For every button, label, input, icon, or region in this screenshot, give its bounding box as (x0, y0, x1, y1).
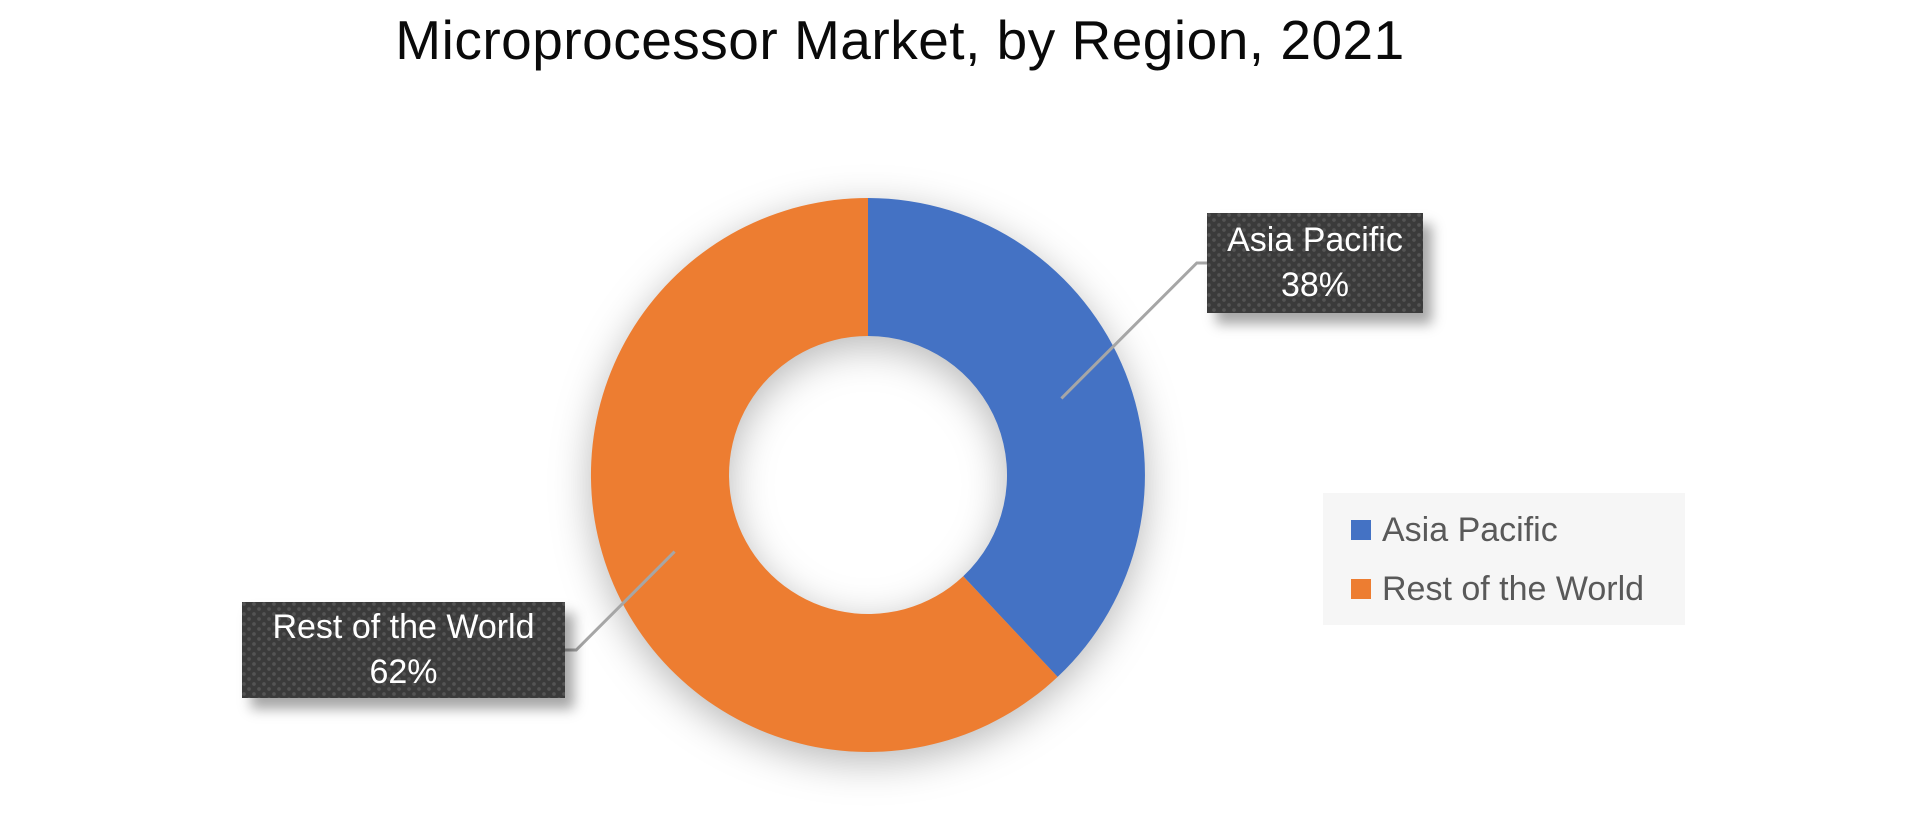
legend-label-asia-pacific: Asia Pacific (1382, 510, 1558, 549)
legend-swatch-asia-pacific (1351, 519, 1371, 540)
donut-slice-rest-of-the-world (590, 198, 1058, 752)
callout-rest-of-world-label: Rest of the World (272, 608, 535, 647)
callout-asia-pacific-label: Asia Pacific (1227, 221, 1403, 260)
legend-label-rest-of-world: Rest of the World (1382, 569, 1645, 608)
legend-swatch-rest-of-world (1351, 578, 1371, 599)
leader-line-asia-pacific (1060, 261, 1207, 400)
donut-slice-asia-pacific (868, 198, 1145, 677)
donut-slices (590, 198, 1145, 752)
legend-item-rest-of-world: Rest of the World (1351, 572, 1685, 606)
callout-rest-of-world-value: 62% (369, 653, 438, 691)
chart-title: Microprocessor Market, by Region, 2021 (395, 9, 1405, 71)
callout-asia-pacific-value: 38% (1280, 266, 1350, 304)
leader-line-rest-of-the-world (565, 550, 676, 652)
legend-item-asia-pacific: Asia Pacific (1351, 513, 1685, 547)
callout-asia-pacific: Asia Pacific 38% (1207, 213, 1423, 313)
legend: Asia Pacific Rest of the World (1323, 493, 1685, 625)
callout-rest-of-world: Rest of the World 62% (242, 602, 565, 698)
leader-lines (565, 261, 1207, 652)
